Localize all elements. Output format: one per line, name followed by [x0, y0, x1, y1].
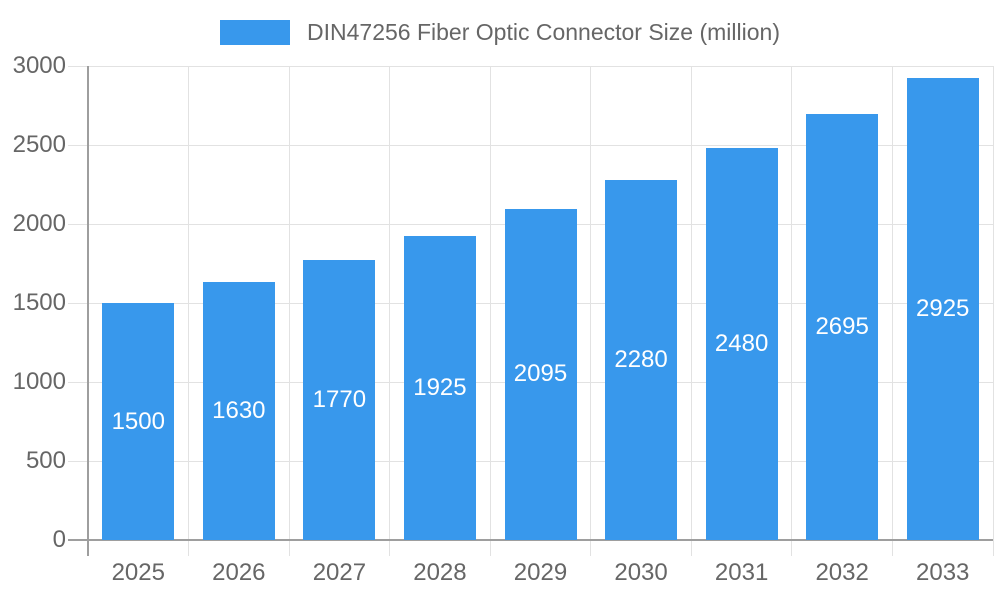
bar: 1770	[303, 260, 376, 540]
bar-value-label: 2695	[815, 313, 869, 341]
x-axis-tick-label: 2025	[111, 559, 165, 586]
x-axis-tick-label: 2032	[815, 559, 869, 586]
x-axis-line	[68, 539, 993, 541]
x-axis-tick-label: 2030	[614, 559, 668, 586]
x-axis-tick-label: 2031	[714, 559, 769, 586]
bar: 2095	[504, 208, 577, 540]
bar: 2480	[705, 148, 778, 540]
x-axis-tick-label: 2027	[312, 559, 367, 586]
bar: 1630	[202, 282, 275, 540]
bar-value-label: 1770	[312, 386, 367, 414]
gridline-vertical	[992, 66, 994, 556]
legend-swatch	[220, 19, 291, 45]
y-axis-tick-label: 0	[52, 526, 66, 553]
bar: 2925	[906, 77, 979, 540]
y-axis-tick-label: 3000	[12, 52, 66, 79]
y-axis-tick-label: 2500	[12, 131, 66, 158]
bar-value-label: 1925	[413, 373, 467, 401]
bar-value-label: 1630	[212, 397, 266, 425]
bar: 2280	[605, 179, 678, 540]
gridline-vertical	[489, 66, 491, 556]
gridline-horizontal	[68, 65, 993, 67]
y-axis-line	[87, 66, 89, 556]
bar-value-label: 2280	[614, 345, 668, 373]
bar: 2695	[806, 114, 879, 540]
x-axis-tick-label: 2028	[413, 559, 467, 586]
y-axis-tick-label: 2000	[12, 210, 66, 237]
bar-value-label: 2480	[714, 330, 769, 358]
bar: 1500	[102, 303, 175, 540]
x-axis-tick-label: 2026	[212, 559, 266, 586]
legend: DIN47256 Fiber Optic Connector Size (mil…	[0, 17, 1000, 47]
gridline-horizontal	[68, 144, 993, 146]
gridline-vertical	[188, 66, 190, 556]
gridline-vertical	[389, 66, 391, 556]
bar-value-label: 2925	[916, 294, 970, 322]
gridline-vertical	[690, 66, 692, 556]
gridline-vertical	[891, 66, 893, 556]
bar: 1925	[403, 235, 476, 540]
x-axis-tick-label: 2033	[916, 559, 970, 586]
gridline-vertical	[791, 66, 793, 556]
gridline-vertical	[288, 66, 290, 556]
y-axis-tick-label: 1000	[12, 368, 66, 395]
y-axis-tick-label: 500	[25, 447, 66, 474]
y-axis-tick-label: 1500	[12, 289, 66, 316]
legend-label: DIN47256 Fiber Optic Connector Size (mil…	[307, 19, 780, 45]
x-axis-tick-label: 2029	[513, 559, 568, 586]
bar-value-label: 2095	[513, 360, 568, 388]
bar-value-label: 1500	[111, 407, 165, 435]
gridline-vertical	[590, 66, 592, 556]
